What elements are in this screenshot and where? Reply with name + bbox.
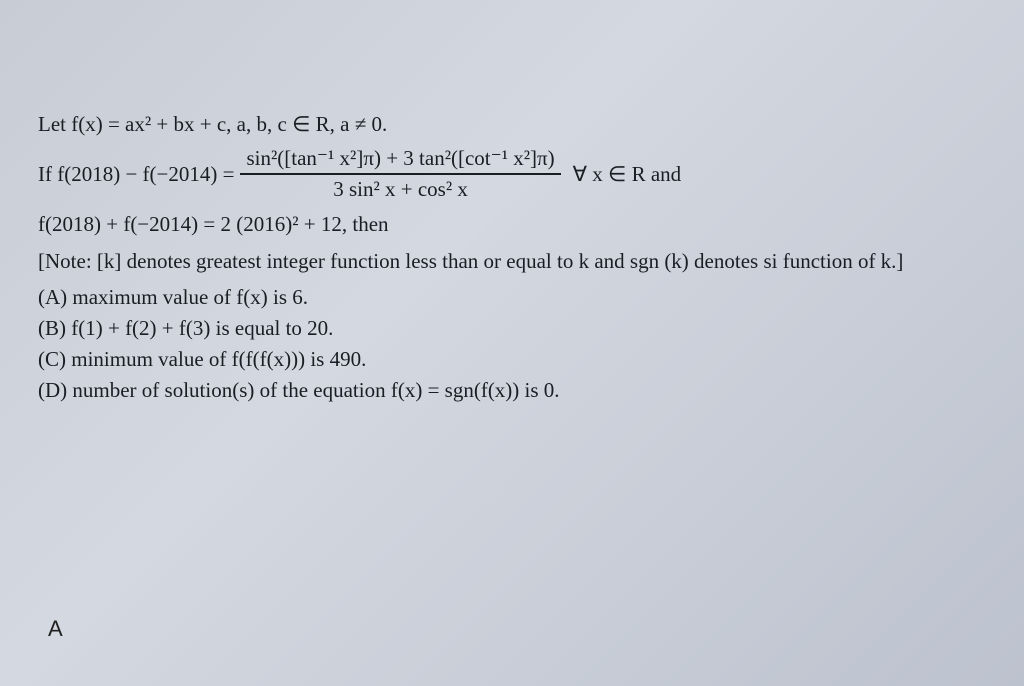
eq-left: If f(2018) − f(−2014) = bbox=[38, 162, 234, 187]
option-b: (B) f(1) + f(2) + f(3) is equal to 20. bbox=[38, 316, 1000, 341]
options-block: (A) maximum value of f(x) is 6. (B) f(1)… bbox=[38, 285, 1000, 403]
fraction-denominator: 3 sin² x + cos² x bbox=[327, 177, 474, 202]
equation-line-2: f(2018) + f(−2014) = 2 (2016)² + 12, the… bbox=[38, 210, 1000, 238]
equation-line-1: If f(2018) − f(−2014) = sin²([tan⁻¹ x²]π… bbox=[38, 146, 1000, 202]
note-line: [Note: [k] denotes greatest integer func… bbox=[38, 247, 1000, 275]
fraction: sin²([tan⁻¹ x²]π) + 3 tan²([cot⁻¹ x²]π) … bbox=[240, 146, 560, 202]
option-a: (A) maximum value of f(x) is 6. bbox=[38, 285, 1000, 310]
eq-right: ∀ x ∈ R and bbox=[573, 162, 682, 187]
fraction-numerator: sin²([tan⁻¹ x²]π) + 3 tan²([cot⁻¹ x²]π) bbox=[240, 146, 560, 171]
option-c: (C) minimum value of f(f(f(x))) is 490. bbox=[38, 347, 1000, 372]
option-d: (D) number of solution(s) of the equatio… bbox=[38, 378, 1000, 403]
problem-intro: Let f(x) = ax² + bx + c, a, b, c ∈ R, a … bbox=[38, 110, 1000, 138]
fraction-bar bbox=[240, 173, 560, 175]
answer-marker: A bbox=[48, 616, 63, 642]
